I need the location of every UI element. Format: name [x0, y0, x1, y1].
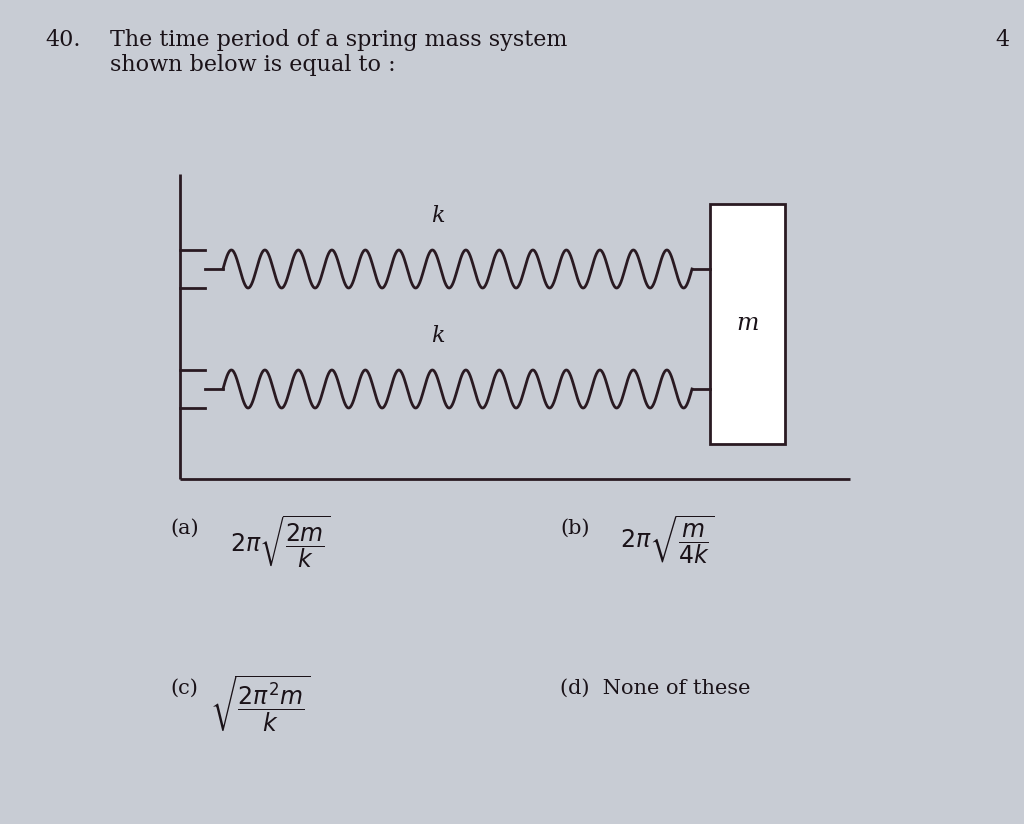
Text: (c): (c) [170, 679, 198, 698]
Text: k: k [431, 325, 444, 347]
Text: 40.: 40. [45, 29, 81, 51]
Text: $\sqrt{\dfrac{2\pi^2 m}{k}}$: $\sqrt{\dfrac{2\pi^2 m}{k}}$ [210, 674, 310, 734]
Text: (d)  None of these: (d) None of these [560, 679, 751, 698]
Text: m: m [736, 312, 759, 335]
Text: $2\pi\sqrt{\dfrac{2m}{k}}$: $2\pi\sqrt{\dfrac{2m}{k}}$ [230, 514, 331, 571]
Text: k: k [431, 205, 444, 227]
Text: 4: 4 [996, 29, 1010, 51]
Text: The time period of a spring mass system
shown below is equal to :: The time period of a spring mass system … [110, 29, 567, 77]
Text: $2\pi\sqrt{\dfrac{m}{4k}}$: $2\pi\sqrt{\dfrac{m}{4k}}$ [620, 514, 715, 567]
Bar [710, 204, 785, 444]
Text: (b): (b) [560, 519, 590, 538]
Text: (a): (a) [170, 519, 199, 538]
